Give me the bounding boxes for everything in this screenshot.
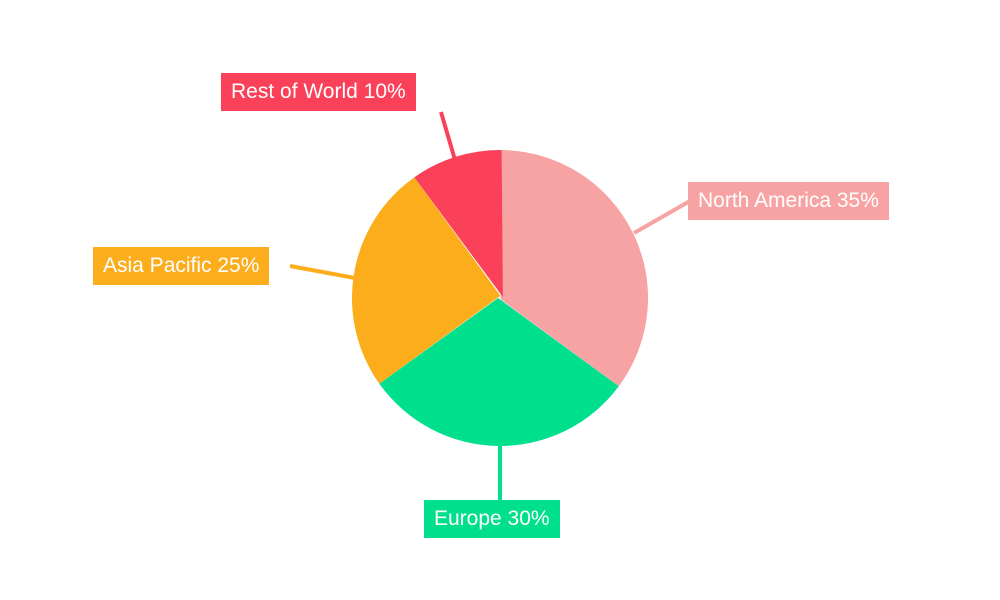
leader-line-asia-pacific [289, 264, 356, 280]
leader-line-north-america [633, 199, 691, 235]
pie-label-europe-text: Europe 30% [434, 507, 550, 530]
pie-slice-rest-of-world[interactable] [414, 149, 503, 298]
pie-label-asia-pacific[interactable]: Asia Pacific 25% [93, 247, 270, 285]
pie-slice-north-america[interactable] [500, 150, 649, 387]
pie-label-rest-of-world[interactable]: Rest of World 10% [221, 73, 416, 111]
pie-slice-europe[interactable] [379, 298, 619, 447]
pie-label-north-america[interactable]: North America 35% [688, 182, 889, 220]
pie-label-north-america-text: North America 35% [698, 189, 879, 212]
pie-label-europe[interactable]: Europe 30% [424, 500, 560, 538]
pie-label-rest-of-world-text: Rest of World 10% [231, 80, 406, 103]
pie-label-asia-pacific-text: Asia Pacific 25% [103, 254, 260, 277]
leader-line-rest-of-world [439, 111, 457, 161]
pie-slice-asia-pacific[interactable] [351, 177, 501, 384]
